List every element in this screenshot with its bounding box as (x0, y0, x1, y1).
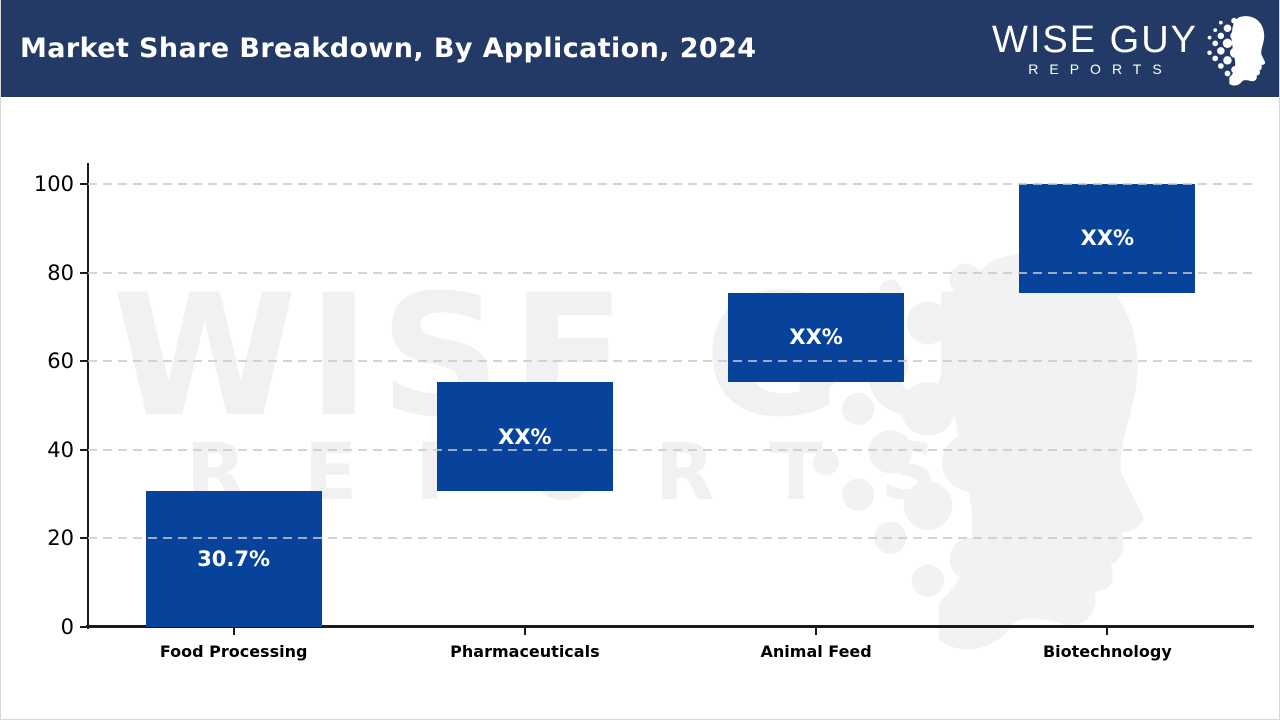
y-tick-0 (80, 626, 88, 628)
waterfall-chart: 0 20 40 60 80 100 30.7% Food Processing XX% Pharm… (0, 97, 1280, 720)
x-axis-label-food-processing: Food Processing (159, 642, 308, 661)
y-tick-40 (80, 448, 88, 451)
gridline-y-20 (88, 537, 1253, 540)
logo-head-dots-icon (1207, 16, 1266, 86)
x-axis-label-pharmaceuticals: Pharmaceuticals (450, 642, 600, 661)
x-axis-label-biotechnology: Biotechnology (1042, 642, 1172, 661)
y-tick-label-0: 0 (60, 615, 74, 639)
x-axis-label-animal-feed: Animal Feed (760, 642, 872, 661)
gridline-y-80 (88, 271, 1253, 274)
gridline-y-100 (88, 183, 1253, 185)
gridline-y-40 (88, 448, 1253, 451)
y-tick-label-60: 60 (47, 349, 74, 374)
header-bar: Market Share Breakdown, By Application, … (0, 0, 1280, 97)
bar-label-animal-feed: XX% (789, 325, 843, 350)
logo-wordmark: WISE GUY (991, 18, 1198, 61)
page-title: Market Share Breakdown, By Application, … (20, 33, 757, 64)
x-tick-food-processing (232, 627, 235, 635)
bar-label-food-processing: 30.7% (197, 546, 271, 571)
bar-food-processing (145, 490, 322, 627)
bar-pharmaceuticals (436, 382, 613, 491)
bar-label-pharmaceuticals: XX% (498, 424, 552, 449)
y-tick-20 (80, 537, 88, 540)
y-tick-label-20: 20 (47, 526, 74, 551)
x-tick-animal-feed (815, 627, 818, 635)
gridline-y-60 (88, 360, 1253, 363)
y-axis-line (87, 163, 89, 629)
y-tick-60 (80, 360, 88, 363)
x-tick-pharmaceuticals (523, 627, 526, 635)
y-tick-label-40: 40 (47, 437, 74, 462)
wise-guy-reports-logo: WISE GUY REPORTS (992, 6, 1268, 92)
y-tick-label-80: 80 (47, 260, 74, 285)
y-tick-label-100: 100 (33, 172, 74, 196)
y-tick-100 (80, 183, 88, 185)
logo-subtitle: REPORTS (1028, 61, 1173, 78)
y-tick-80 (80, 271, 88, 274)
bar-label-biotechnology: XX% (1080, 226, 1135, 251)
logo-text: WISE GUY REPORTS (991, 18, 1198, 78)
x-tick-biotechnology (1106, 627, 1109, 635)
x-axis-line (86, 625, 1254, 628)
